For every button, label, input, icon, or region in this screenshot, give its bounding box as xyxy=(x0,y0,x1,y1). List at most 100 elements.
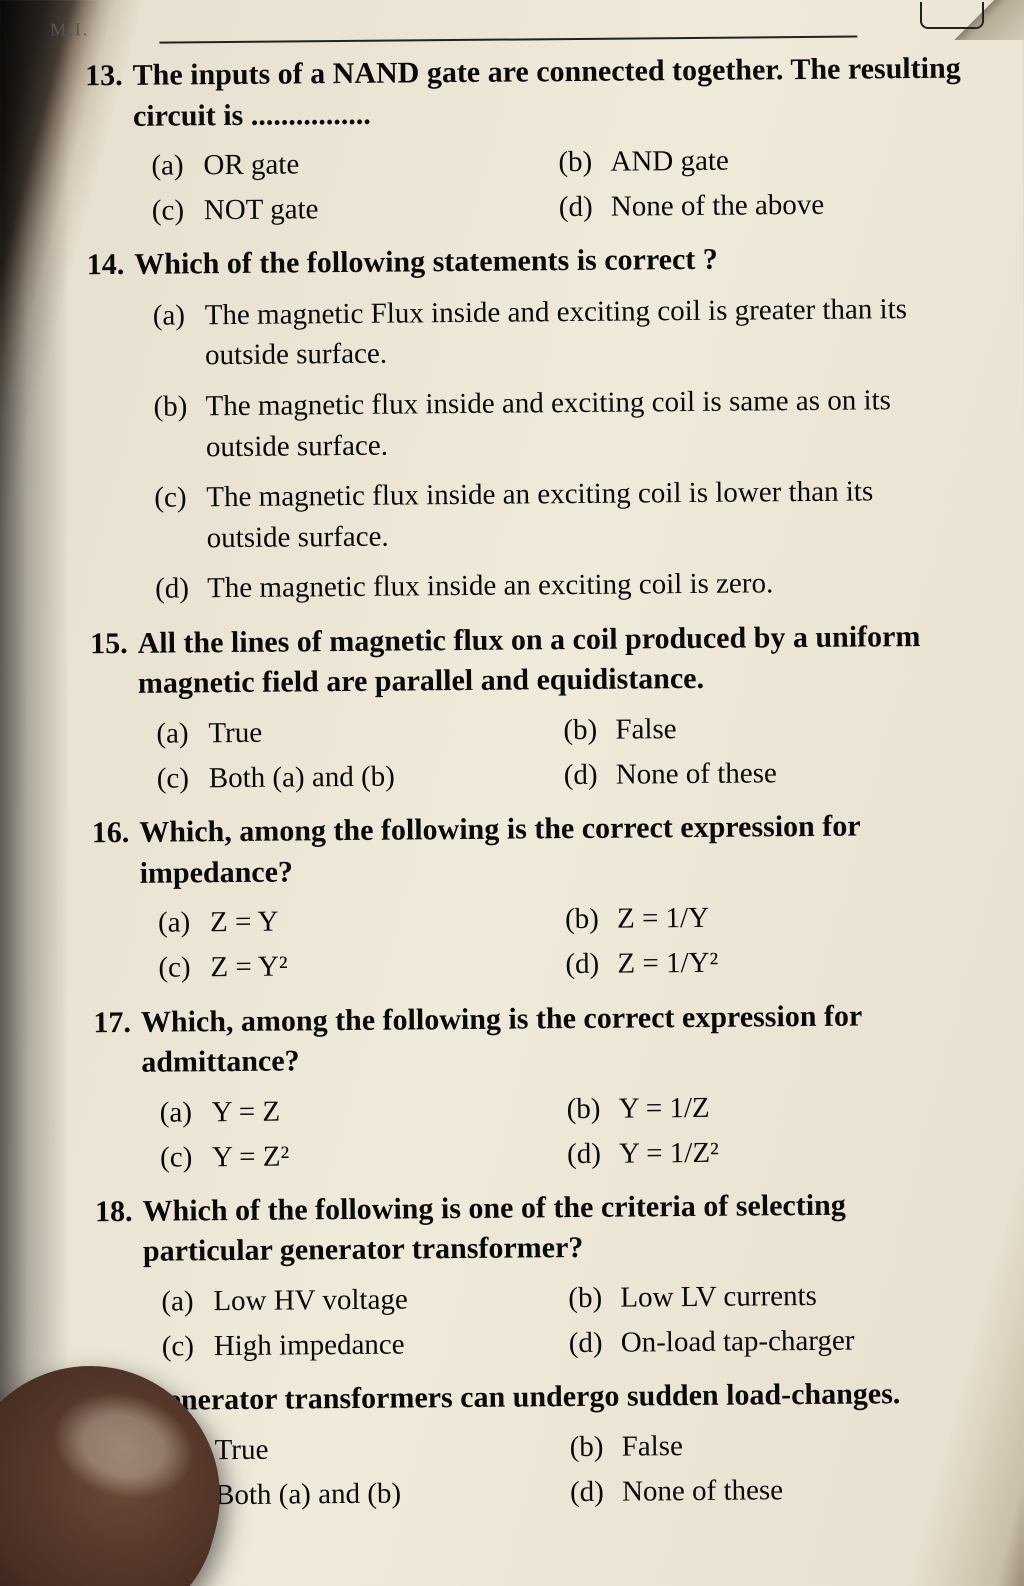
options-grid: (a)True(b)False(c)Both (a) and (b)(d)Non… xyxy=(76,707,971,799)
question-text: Which of the following statements is cor… xyxy=(134,238,966,286)
option-text: None of these xyxy=(616,753,971,795)
option-label: (a) xyxy=(161,1282,213,1322)
option-row: (a)Z = Y(b)Z = 1/Y xyxy=(158,897,972,943)
option-text: The magnetic flux inside an exciting coi… xyxy=(206,471,969,559)
option: (a)Z = Y xyxy=(158,900,565,943)
option-label: (c) xyxy=(162,1327,214,1367)
option-label: (a) xyxy=(158,903,210,943)
option: (b)False xyxy=(563,707,970,750)
option-row: (c)High impedance(d)On-load tap-charger xyxy=(162,1320,976,1366)
option-label: (a) xyxy=(153,295,206,377)
option-text: The magnetic flux inside and exciting co… xyxy=(205,380,968,468)
option: (c)Both (a) and (b) xyxy=(157,756,564,799)
option-label: (b) xyxy=(567,1089,619,1129)
option-text: AND gate xyxy=(610,140,965,182)
option-row: (a)Y = Z(b)Y = 1/Z xyxy=(160,1086,974,1132)
question-stem: 18.Which of the following is one of the … xyxy=(80,1184,975,1273)
question-stem: 16.Which, among the following is the cor… xyxy=(77,806,972,895)
option-label: (b) xyxy=(558,143,610,183)
question-text: Which, among the following is the correc… xyxy=(141,995,974,1083)
option-text: Low HV voltage xyxy=(213,1279,568,1321)
option-text: Z = Y xyxy=(210,900,565,942)
option: (b)AND gate xyxy=(558,140,965,183)
option-text: Low LV currents xyxy=(620,1275,975,1317)
option-row: (c)Both (a) and (b)(d)None of these xyxy=(163,1469,977,1515)
option: (c)Z = Y² xyxy=(158,945,565,988)
option-label: (c) xyxy=(154,477,207,559)
option-row: (a)True(b)False xyxy=(156,707,970,753)
option: (b)False xyxy=(569,1424,976,1467)
question-stem: 15.All the lines of magnetic flux on a c… xyxy=(75,617,970,706)
option-text: Y = 1/Z² xyxy=(619,1131,974,1173)
option: (a)True xyxy=(162,1428,569,1471)
option-text: False xyxy=(615,707,970,749)
options-grid: (a)OR gate(b)AND gate(c)NOT gate(d)None … xyxy=(71,140,966,232)
option: (c)Y = Z² xyxy=(160,1135,567,1178)
option-text: Y = Z² xyxy=(212,1135,567,1177)
option: (b)Y = 1/Z xyxy=(567,1086,974,1129)
option-row: (a)Low HV voltage(b)Low LV currents xyxy=(161,1275,975,1321)
option-text: Z = Y² xyxy=(210,945,565,987)
option: (d)The magnetic flux inside an exciting … xyxy=(75,562,969,610)
option: (a)The magnetic Flux inside and exciting… xyxy=(73,288,968,377)
question-text: All the lines of magnetic flux on a coil… xyxy=(137,617,970,705)
option-text: Z = 1/Y² xyxy=(617,942,972,984)
option-label: (d) xyxy=(564,756,616,796)
question-text: Which, among the following is the correc… xyxy=(139,806,972,894)
option-text: Both (a) and (b) xyxy=(215,1473,570,1515)
question-number: 14. xyxy=(72,245,134,286)
option-label: (c) xyxy=(152,191,204,231)
option-label: (b) xyxy=(153,386,206,468)
options-grid: (a)Low HV voltage(b)Low LV currents(c)Hi… xyxy=(81,1275,976,1367)
option-label: (d) xyxy=(567,1134,619,1174)
option-text: NOT gate xyxy=(204,188,559,230)
option-label: (b) xyxy=(568,1278,620,1318)
option-row: (c)Z = Y²(d)Z = 1/Y² xyxy=(158,942,972,988)
question: 13.The inputs of a NAND gate are connect… xyxy=(70,49,965,232)
option-row: (c)Both (a) and (b)(d)None of these xyxy=(157,753,971,799)
question-text: Generator transformers can undergo sudde… xyxy=(144,1374,976,1422)
option-label: (c) xyxy=(160,1138,212,1178)
option-label: (b) xyxy=(569,1427,621,1467)
question: 15.All the lines of magnetic flux on a c… xyxy=(75,617,970,800)
option: (a)Y = Z xyxy=(160,1090,567,1133)
option-text: High impedance xyxy=(214,1324,569,1366)
option-text: False xyxy=(621,1424,976,1466)
option: (d)Y = 1/Z² xyxy=(567,1131,974,1174)
options-grid: (a)Y = Z(b)Y = 1/Z(c)Y = Z²(d)Y = 1/Z² xyxy=(80,1086,975,1178)
option-text: Both (a) and (b) xyxy=(209,756,564,798)
option: (b)Low LV currents xyxy=(568,1275,975,1318)
question-text: The inputs of a NAND gate are connected … xyxy=(132,49,965,137)
option-label: (a) xyxy=(151,146,203,186)
option: (a)OR gate xyxy=(151,143,558,186)
option-text: The magnetic flux inside an exciting coi… xyxy=(207,562,969,609)
option: (b)Z = 1/Y xyxy=(565,897,972,940)
question-stem: 19.Generator transformers can undergo su… xyxy=(82,1374,976,1422)
question-stem: 13.The inputs of a NAND gate are connect… xyxy=(70,49,965,138)
question-text: Which of the following is one of the cri… xyxy=(142,1184,975,1272)
option-row: (a)True(b)False xyxy=(162,1424,976,1470)
question-number: 13. xyxy=(70,56,132,97)
option-label: (a) xyxy=(156,714,208,754)
option-label: (d) xyxy=(155,569,207,610)
option: (c)Both (a) and (b) xyxy=(163,1473,570,1516)
option-label: (d) xyxy=(570,1472,622,1512)
option-text: None of these xyxy=(622,1469,977,1511)
question-number: 18. xyxy=(80,1192,142,1233)
question: 14.Which of the following statements is … xyxy=(72,238,969,610)
options-grid: (a)Z = Y(b)Z = 1/Y(c)Z = Y²(d)Z = 1/Y² xyxy=(78,897,973,989)
option-label: (d) xyxy=(569,1324,621,1364)
option-label: (d) xyxy=(565,945,617,985)
question-stem: 14.Which of the following statements is … xyxy=(72,238,966,286)
option-text: Z = 1/Y xyxy=(617,897,972,939)
option-row: (c)NOT gate(d)None of the above xyxy=(152,185,966,231)
question-stem: 17.Which, among the following is the cor… xyxy=(79,995,974,1084)
option: (d)None of the above xyxy=(559,185,966,228)
option: (d)None of these xyxy=(564,753,971,796)
option-label: (b) xyxy=(563,711,615,751)
option: (d)On-load tap-charger xyxy=(569,1320,976,1363)
question: 16.Which, among the following is the cor… xyxy=(77,806,972,989)
option: (a)Low HV voltage xyxy=(161,1279,568,1322)
option-text: None of the above xyxy=(611,185,966,227)
question: 17.Which, among the following is the cor… xyxy=(79,995,974,1178)
